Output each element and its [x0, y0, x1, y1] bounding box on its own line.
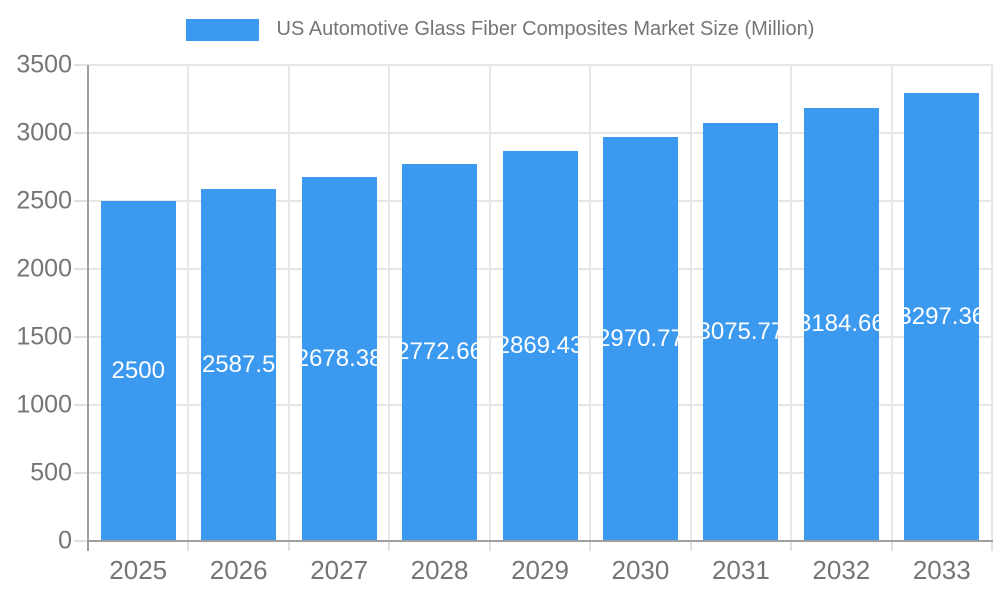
y-axis-tick-label: 3000: [16, 118, 72, 147]
bar[interactable]: 3297.36: [904, 92, 980, 541]
x-axis-tick: [790, 541, 793, 551]
x-axis-tick: [388, 541, 391, 551]
x-axis-line: [87, 540, 993, 542]
legend-swatch: [185, 18, 259, 41]
legend: US Automotive Glass Fiber Composites Mar…: [0, 18, 1000, 41]
y-axis-tick-label: 1500: [16, 322, 72, 351]
bar[interactable]: 3075.77: [703, 122, 779, 541]
bar-value-label: 2678.38: [301, 344, 377, 372]
x-axis-tick: [890, 541, 893, 551]
y-axis-tick: [74, 132, 88, 134]
bar[interactable]: 2772.66: [402, 163, 478, 541]
bar-value-label: 2772.66: [402, 338, 478, 366]
bar-value-label: 2500: [111, 357, 165, 384]
v-gridline: [790, 65, 793, 541]
v-gridline: [388, 65, 391, 541]
x-axis-tick-label: 2026: [209, 555, 268, 585]
y-axis-tick-label: 2500: [16, 186, 72, 215]
bar[interactable]: 2587.5: [201, 189, 277, 541]
v-gridline: [187, 65, 190, 541]
y-axis-tick: [74, 200, 88, 202]
v-gridline: [589, 65, 592, 541]
y-axis-tick-label: 1000: [16, 390, 72, 419]
x-axis-tick-label: 2028: [410, 555, 469, 585]
bar-value-label: 3075.77: [703, 317, 779, 345]
bar[interactable]: 2970.77: [602, 136, 678, 541]
v-gridline: [890, 65, 893, 541]
y-axis-tick-label: 2000: [16, 254, 72, 283]
x-axis-tick-label: 2030: [611, 555, 670, 585]
bar[interactable]: 3184.66: [803, 107, 879, 541]
x-axis-tick: [589, 541, 592, 551]
x-axis-tick: [689, 541, 692, 551]
h-gridline: [88, 64, 992, 66]
bar-value-label: 3184.66: [803, 310, 879, 338]
y-axis-tick-label: 500: [30, 458, 72, 487]
y-axis-tick: [74, 540, 88, 542]
bar-value-label: 2970.77: [602, 324, 678, 352]
x-axis-tick: [287, 541, 290, 551]
x-axis-tick-label: 2029: [511, 555, 569, 585]
bar[interactable]: 2678.38: [301, 176, 377, 541]
bar-value-label: 3297.36: [904, 302, 980, 330]
x-axis-tick: [991, 541, 993, 551]
y-axis-tick: [74, 336, 88, 338]
v-gridline: [689, 65, 692, 541]
y-axis-tick-label: 0: [58, 526, 72, 555]
v-gridline: [488, 65, 491, 541]
bar-value-label: 2587.5: [201, 351, 276, 379]
x-axis-tick-label: 2032: [812, 555, 871, 585]
bar[interactable]: 2869.43: [502, 150, 578, 541]
y-axis-tick: [74, 472, 88, 474]
x-axis-tick-label: 2031: [711, 555, 770, 585]
y-axis-tick: [74, 268, 88, 270]
y-axis-line: [87, 65, 89, 551]
y-axis-tick: [74, 404, 88, 406]
v-gridline: [991, 65, 993, 541]
v-gridline: [287, 65, 290, 541]
y-axis-tick: [74, 64, 88, 66]
x-axis-tick: [187, 541, 190, 551]
y-axis-tick-label: 3500: [16, 50, 72, 79]
chart-title: US Automotive Glass Fiber Composites Mar…: [276, 18, 815, 40]
x-axis-tick-label: 2025: [109, 555, 168, 585]
x-axis-tick-label: 2027: [310, 555, 369, 585]
bar-value-label: 2869.43: [502, 331, 578, 359]
x-axis-tick: [488, 541, 491, 551]
x-axis-tick-label: 2033: [912, 555, 971, 585]
h-gridline: [88, 132, 992, 134]
bar[interactable]: 2500: [100, 201, 176, 541]
